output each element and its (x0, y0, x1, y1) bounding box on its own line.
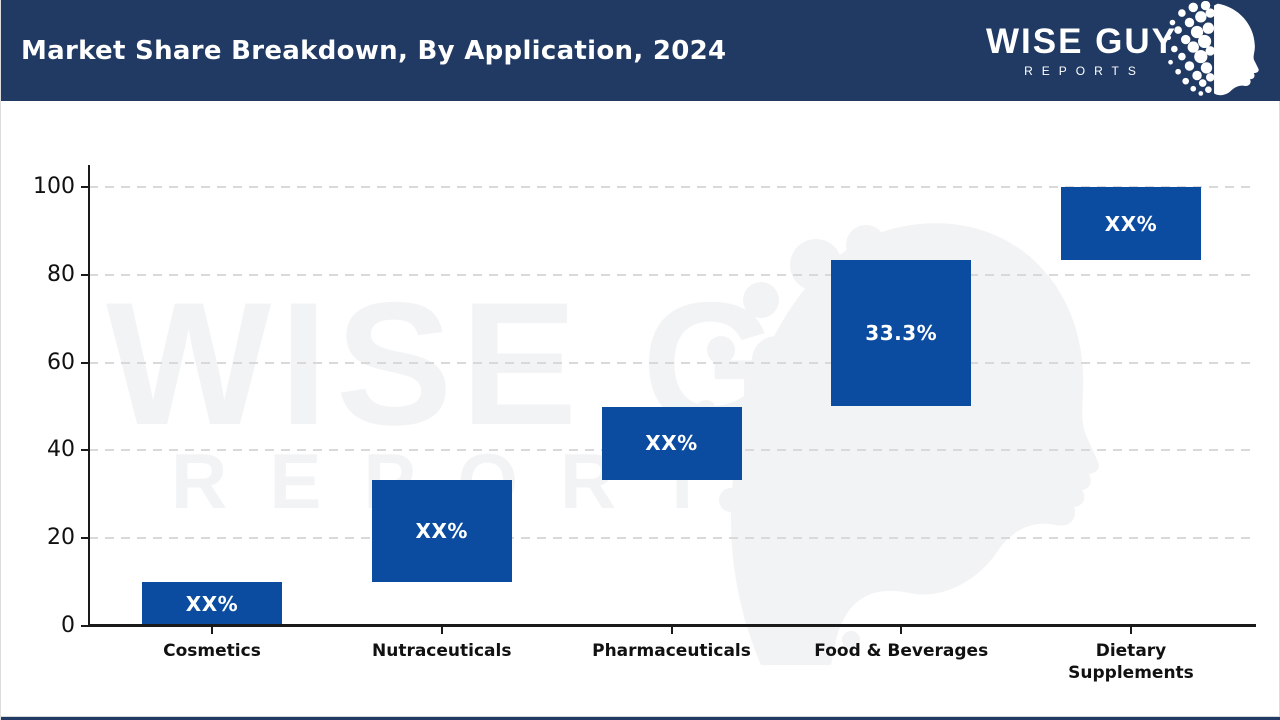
grid-line (89, 273, 1256, 276)
bar: 33.3% (831, 260, 972, 407)
y-tick-label: 0 (61, 613, 75, 638)
y-tick-label: 40 (47, 437, 75, 463)
wiseguy-head-icon (1163, 0, 1267, 101)
x-axis-line (88, 624, 1256, 627)
bar-label: XX% (1104, 211, 1158, 236)
bar-label: XX% (645, 431, 698, 456)
y-tick (81, 625, 88, 627)
x-tick (440, 627, 443, 634)
bar-label: XX% (415, 518, 468, 543)
y-tick-label: 60 (47, 349, 75, 375)
brand-logo: WISE GUY REPORTS (986, 0, 1267, 101)
grid-line (89, 537, 1256, 540)
footer-divider (1, 716, 1280, 717)
bar-label: XX% (185, 592, 239, 617)
header-bar: Market Share Breakdown, By Application, … (1, 0, 1280, 101)
bar: XX% (142, 582, 282, 626)
y-tick (81, 361, 88, 364)
x-axis-label: Nutraceuticals (372, 641, 512, 661)
brand-wordmark-block: WISE GUY REPORTS (986, 24, 1177, 78)
x-tick (670, 627, 673, 634)
brand-wordmark: WISE GUY (985, 21, 1177, 61)
x-axis-label: Pharmaceuticals (592, 641, 751, 661)
brand-reports-label: REPORTS (1024, 63, 1145, 78)
x-axis-label: Dietary Supplements (1068, 641, 1194, 684)
grid-line (89, 361, 1256, 364)
y-axis-line (88, 165, 90, 627)
y-tick-label: 20 (47, 525, 75, 551)
x-tick (900, 627, 903, 634)
bar: XX% (601, 406, 742, 480)
grid-line (89, 186, 1256, 188)
y-tick (81, 537, 88, 540)
bar: XX% (371, 479, 512, 583)
watermark-head-icon (611, 210, 1131, 669)
footer-bar (1, 717, 1280, 720)
page-title: Market Share Breakdown, By Application, … (21, 35, 727, 66)
y-tick (81, 186, 88, 188)
x-tick (1130, 627, 1132, 634)
x-tick (211, 627, 213, 634)
bar: XX% (1061, 187, 1201, 261)
y-tick (81, 449, 88, 452)
y-tick (81, 273, 88, 276)
bar-label: 33.3% (865, 321, 938, 346)
y-tick-label: 100 (33, 174, 75, 199)
x-axis-label: Cosmetics (163, 641, 261, 661)
x-axis-label: Food & Beverages (814, 641, 989, 661)
y-tick-label: 80 (47, 261, 75, 287)
